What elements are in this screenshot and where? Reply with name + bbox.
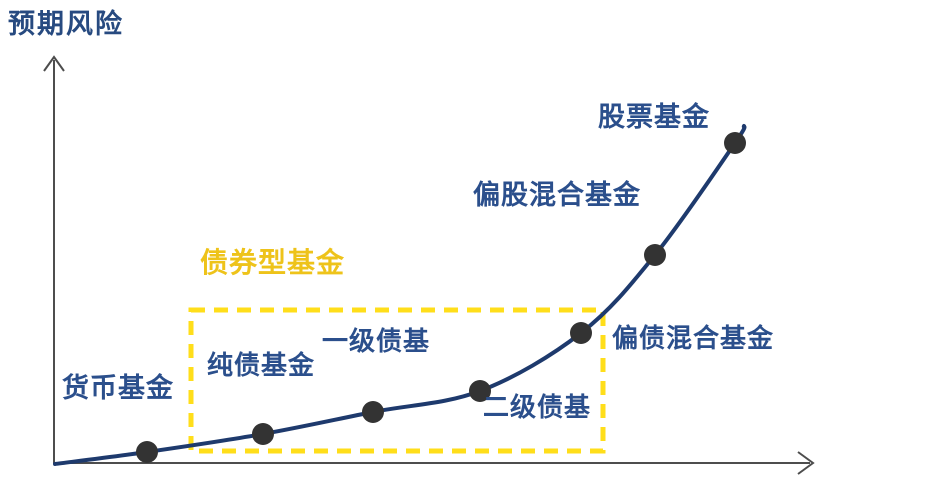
- data-point: [724, 132, 746, 154]
- x-axis-arrowhead-icon: [797, 451, 815, 475]
- point-label-stock-fund: 股票基金: [598, 102, 710, 132]
- point-label-tier2-bond-fund: 二级债基: [483, 393, 592, 422]
- data-point: [644, 244, 666, 266]
- y-axis-arrowhead-icon: [43, 55, 65, 72]
- bond-funds-group-box: [188, 307, 606, 454]
- data-point: [469, 380, 491, 402]
- page-title: 预期风险: [8, 9, 124, 39]
- data-point: [252, 423, 274, 445]
- data-point: [570, 322, 592, 344]
- point-label-money-fund: 货币基金: [62, 373, 174, 403]
- data-points-layer: [136, 132, 746, 463]
- point-label-pure-bond-fund: 纯债基金: [207, 351, 316, 380]
- point-label-bond-biased-mixed: 偏债混合基金: [612, 324, 775, 353]
- data-point: [362, 401, 384, 423]
- risk-curve: [53, 124, 747, 466]
- point-label-tier1-bond-fund: 一级债基: [322, 327, 431, 356]
- point-label-stock-biased-mixed: 偏股混合基金: [473, 180, 641, 210]
- data-point: [136, 441, 158, 463]
- group-label-bond-type-funds: 债券型基金: [200, 248, 346, 279]
